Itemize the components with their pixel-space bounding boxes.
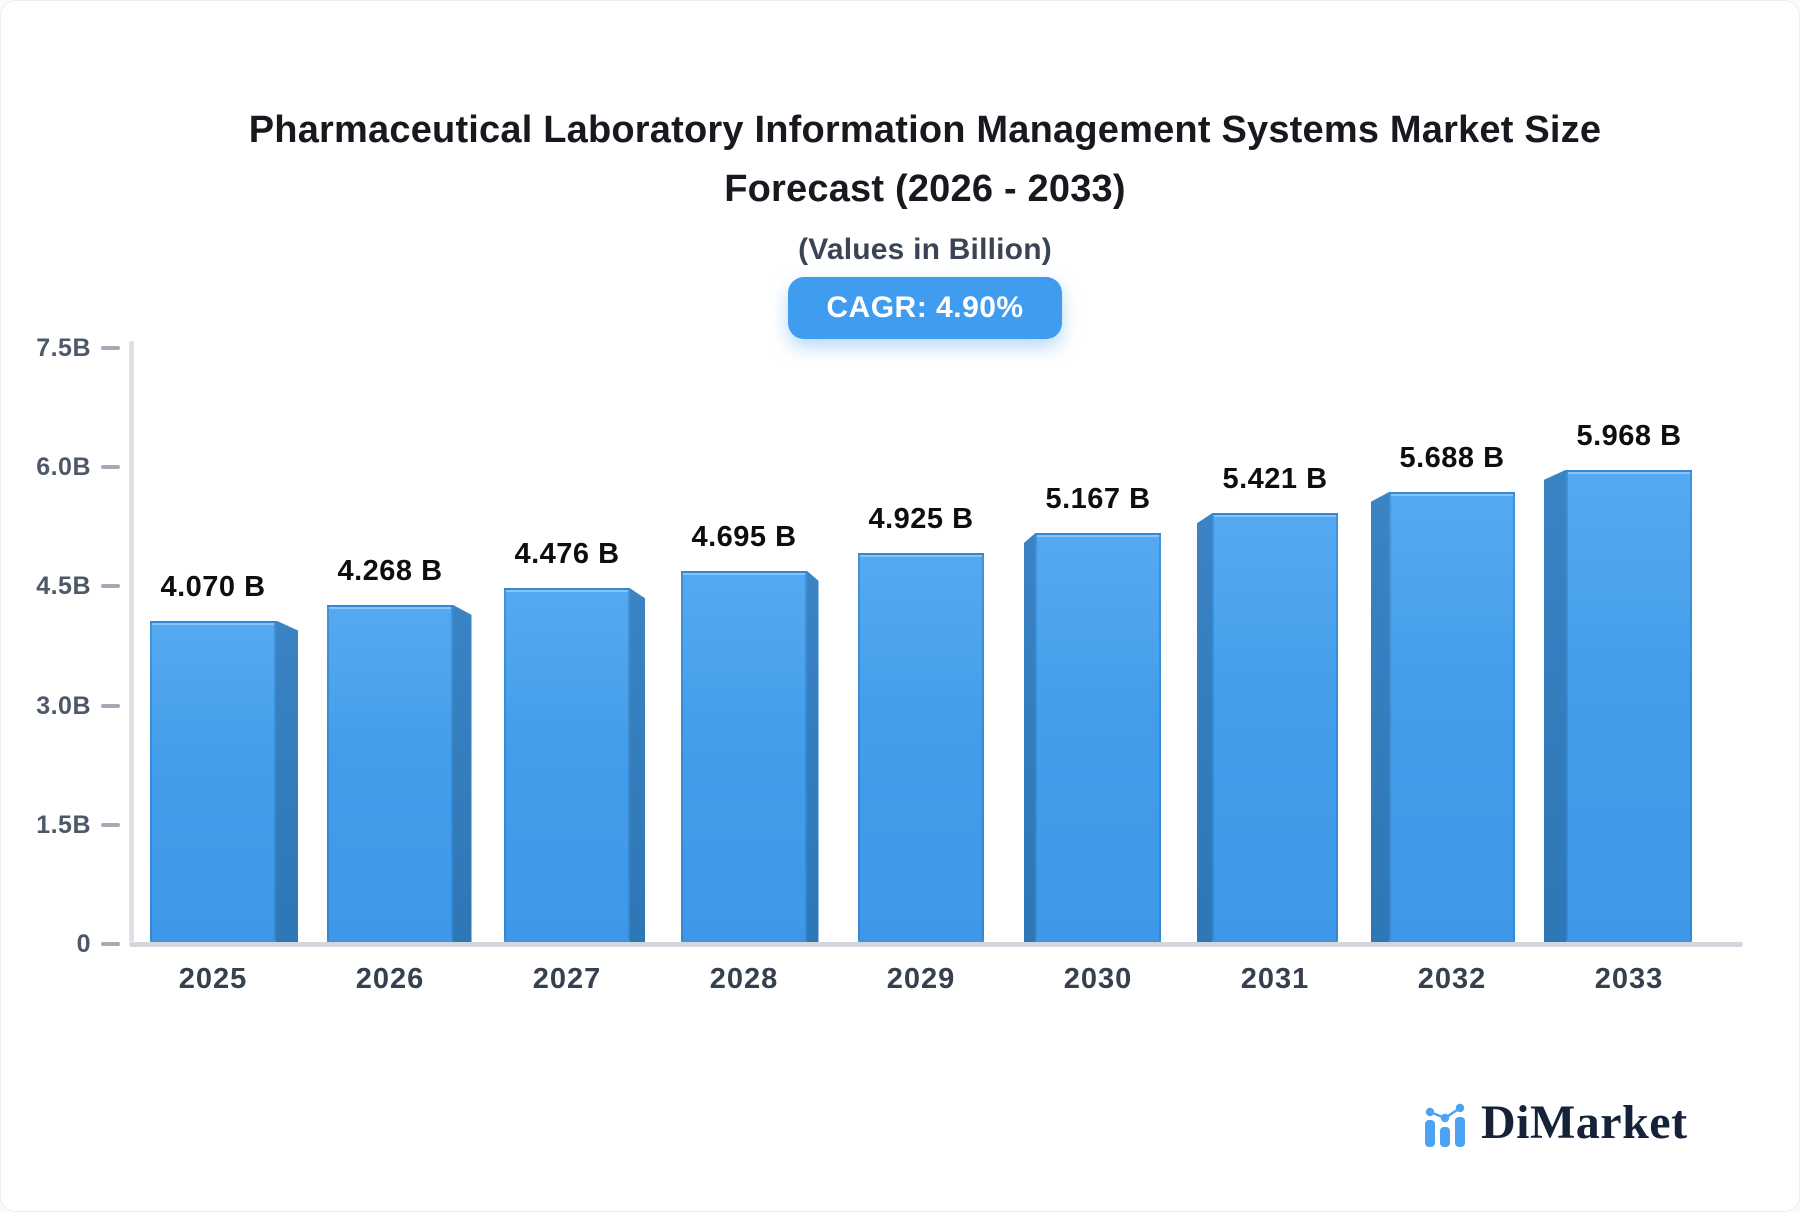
bar-value-label: 4.476 B xyxy=(514,538,620,571)
cagr-badge: CAGR: 4.90% xyxy=(788,276,1062,339)
bar-side xyxy=(1544,469,1566,942)
y-tick-dash xyxy=(101,465,120,470)
y-axis-line xyxy=(129,341,134,942)
bar-side xyxy=(276,620,298,942)
bar-2026 xyxy=(327,604,472,942)
x-tick-label: 2025 xyxy=(178,963,248,995)
y-tick-dash xyxy=(101,942,120,946)
x-tick-label: 2029 xyxy=(886,963,956,995)
bar-value-label: 5.688 B xyxy=(1399,441,1505,474)
x-tick-label: 2027 xyxy=(532,963,602,995)
chart-header: Pharmaceutical Laboratory Information Ma… xyxy=(51,101,1799,339)
x-tick-label: 2028 xyxy=(709,963,779,995)
y-tick-label: 6.0B xyxy=(36,453,91,482)
x-axis-baseline xyxy=(129,942,1743,947)
bar-value-label: 4.268 B xyxy=(337,554,443,587)
chart-title: Pharmaceutical Laboratory Information Ma… xyxy=(51,101,1799,219)
bar-line-chart-icon xyxy=(1425,1103,1465,1147)
bar-value-label: 5.167 B xyxy=(1045,483,1151,516)
x-tick-label: 2030 xyxy=(1063,963,1133,995)
bar-side xyxy=(1370,491,1389,942)
chart-subtitle: (Values in Billion) xyxy=(798,232,1052,266)
bar-2031 xyxy=(1197,513,1338,942)
bar-2029 xyxy=(858,552,984,942)
dimarket-logo: DiMarket xyxy=(1423,1099,1688,1147)
x-tick-label: 2032 xyxy=(1417,963,1487,995)
bar-face xyxy=(1035,533,1161,942)
x-tick-label: 2031 xyxy=(1240,963,1310,995)
y-tick-dash xyxy=(101,822,120,827)
bar-side xyxy=(453,604,472,942)
logo-text: DiMarket xyxy=(1481,1096,1688,1149)
bar-value-label: 5.968 B xyxy=(1576,419,1682,452)
bar-face xyxy=(504,588,630,942)
bar-2027 xyxy=(504,588,645,942)
y-tick-dash xyxy=(101,345,120,350)
y-tick-label: 1.5B xyxy=(36,810,91,839)
bar-face xyxy=(327,604,453,942)
bar-face xyxy=(1212,513,1338,942)
bar-value-label: 4.695 B xyxy=(691,520,797,553)
chart-title-line1: Pharmaceutical Laboratory Information Ma… xyxy=(248,109,1602,151)
bar-2030 xyxy=(1023,533,1161,942)
bar-value-label: 5.421 B xyxy=(1222,463,1328,496)
bar-face xyxy=(150,620,276,942)
y-tick-dash xyxy=(101,703,120,708)
bar-value-label: 4.925 B xyxy=(868,502,974,535)
bar-value-label: 4.070 B xyxy=(160,570,266,603)
y-tick-dash xyxy=(101,584,120,589)
bar-side xyxy=(807,570,819,942)
bar-side xyxy=(1197,513,1212,942)
bar-2033 xyxy=(1544,469,1692,942)
bar-2032 xyxy=(1370,491,1515,942)
bar-side xyxy=(630,588,645,942)
x-tick-label: 2033 xyxy=(1594,963,1664,995)
x-tick-label: 2026 xyxy=(355,963,425,995)
bar-face xyxy=(681,570,807,942)
bar-face xyxy=(1566,469,1692,942)
bar-2025 xyxy=(150,620,298,942)
bar-2028 xyxy=(681,570,819,942)
y-tick-label: 7.5B xyxy=(36,333,91,362)
bar-face xyxy=(858,552,984,942)
bar-side xyxy=(1023,533,1035,942)
bar-face xyxy=(1389,491,1515,942)
y-tick-label: 3.0B xyxy=(36,691,91,720)
y-tick-label: 4.5B xyxy=(36,572,91,601)
chart-title-line2: Forecast (2026 - 2033) xyxy=(724,167,1126,210)
y-tick-label: 0 xyxy=(76,930,91,958)
